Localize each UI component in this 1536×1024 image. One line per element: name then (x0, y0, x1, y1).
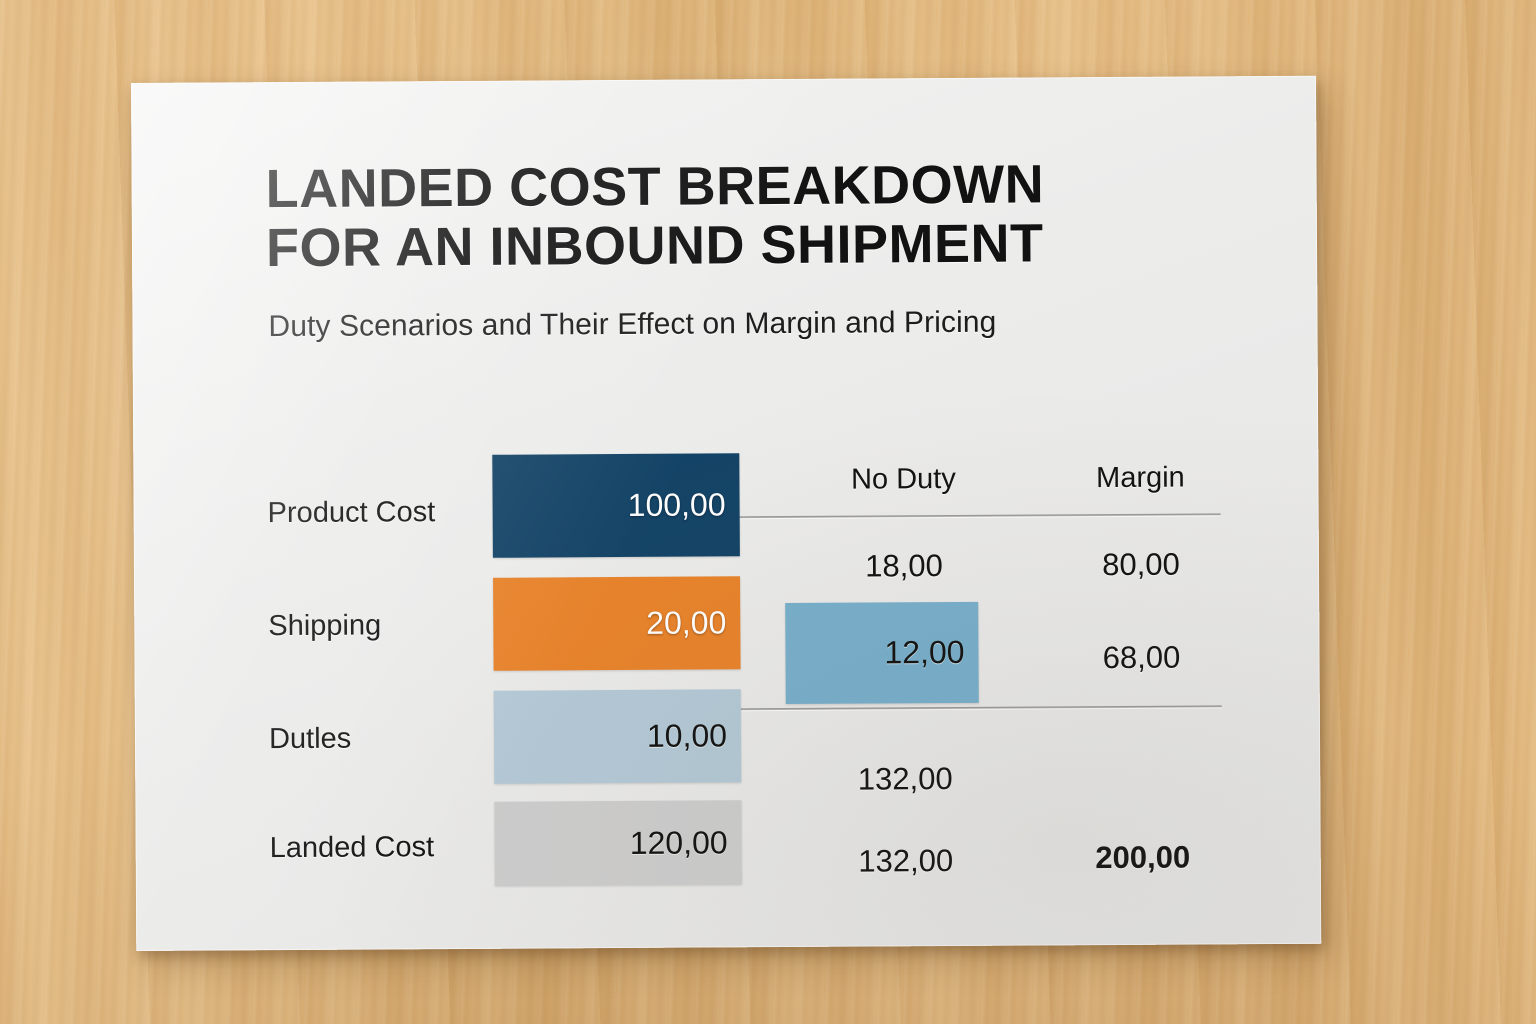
row-label-product-cost: Product Cost (267, 496, 436, 530)
cell-margin-row4: 200,00 (1095, 839, 1191, 876)
bar-value-no-duty: 12,00 (884, 633, 965, 671)
cell-no-duty-row3: 132,00 (857, 760, 953, 797)
row-label-landed-cost: Landed Cost (269, 831, 435, 865)
column-header-margin: Margin (1096, 461, 1185, 495)
separator-line-top (733, 513, 1221, 519)
bar-value-landed-cost: 120,00 (629, 823, 728, 861)
row-label-shipping: Shipping (268, 609, 382, 643)
cell-margin-row1: 80,00 (1102, 546, 1180, 583)
landed-cost-chart: No Duty Margin Product Cost Shipping Dut… (131, 76, 1321, 951)
column-header-no-duty: No Duty (850, 462, 956, 496)
bar-value-duties: 10,00 (646, 717, 728, 754)
bar-shipping: 20,00 (493, 576, 741, 671)
bar-landed-cost: 120,00 (494, 800, 742, 886)
cell-margin-row2: 68,00 (1102, 639, 1181, 676)
bar-value-product-cost: 100,00 (627, 486, 726, 523)
bar-duties: 10,00 (493, 689, 742, 784)
bar-product-cost: 100,00 (492, 453, 740, 558)
separator-line-bottom (734, 705, 1222, 711)
infographic-card: LANDED COST BREAKDOWN FOR AN INBOUND SHI… (131, 75, 1322, 951)
bar-no-duty: 12,00 (785, 601, 979, 705)
row-label-duties: Dutles (268, 722, 352, 756)
cell-no-duty-row4: 132,00 (858, 842, 954, 879)
bar-value-shipping: 20,00 (646, 604, 727, 641)
cell-no-duty-row1: 18,00 (865, 548, 943, 584)
